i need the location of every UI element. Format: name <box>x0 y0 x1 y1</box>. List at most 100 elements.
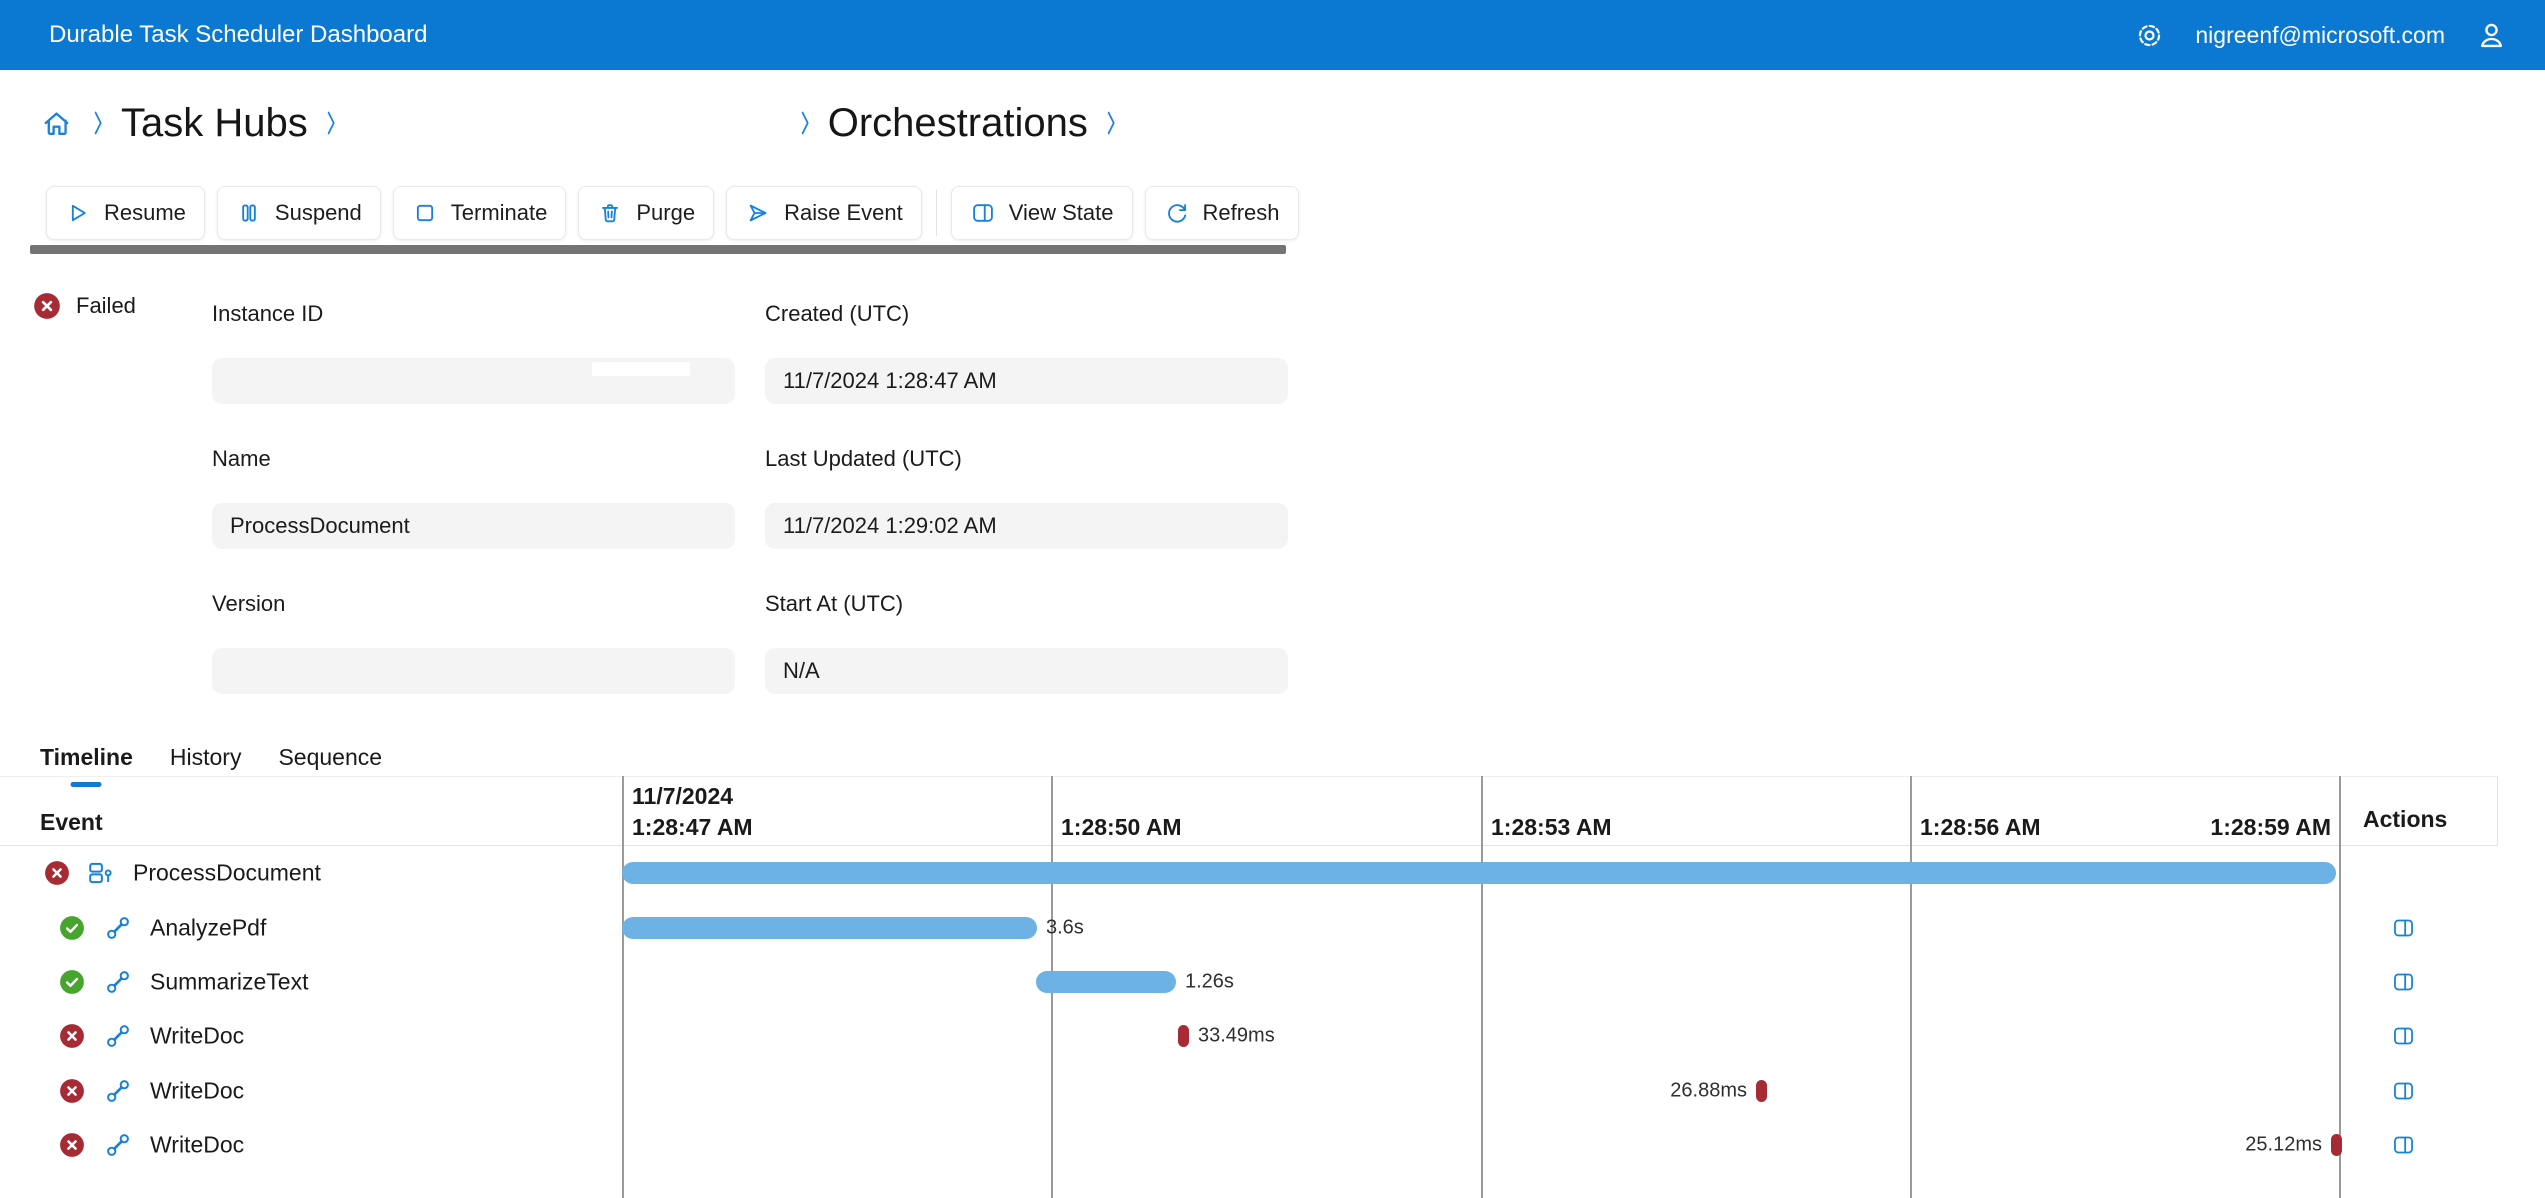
view-state-action-icon[interactable] <box>2391 915 2416 940</box>
timeline-row-writedoc: WriteDoc 26.88ms <box>0 1064 2545 1118</box>
field-start-at-utc-: Start At (UTC) N/A <box>765 590 1288 694</box>
duration-bar[interactable] <box>622 862 2336 885</box>
field-value-box <box>212 358 735 404</box>
resume-button[interactable]: Resume <box>46 186 205 240</box>
activity-link-icon <box>104 1131 132 1159</box>
send-icon <box>745 200 771 226</box>
view-tabs: Timeline History Sequence <box>40 744 382 787</box>
play-icon <box>65 200 91 226</box>
completed-status-icon <box>59 915 85 941</box>
field-value: N/A <box>783 658 820 683</box>
purge-button[interactable]: Purge <box>578 186 715 240</box>
failed-status-icon <box>59 1078 85 1104</box>
failed-status-icon <box>44 860 70 886</box>
duration-bar[interactable] <box>2331 1134 2342 1157</box>
timeline-row-summarizetext: SummarizeText 1.26s <box>0 955 2545 1009</box>
field-label: Name <box>212 446 271 471</box>
view-state-button[interactable]: View State <box>950 186 1133 240</box>
timeline-rows: ProcessDocument AnalyzePdf 3.6s SummarizeTe… <box>0 846 2545 1198</box>
field-created-utc-: Created (UTC) 11/7/2024 1:28:47 AM <box>765 300 1288 404</box>
event-name: ProcessDocument <box>133 859 321 886</box>
axis-tick: 1:28:53 AM <box>1491 814 1612 840</box>
duration-bar[interactable] <box>1178 1025 1189 1048</box>
duration-bar[interactable] <box>622 916 1037 939</box>
activity-link-icon <box>104 1077 132 1105</box>
chevron-right-icon <box>87 106 109 140</box>
split-view-icon[interactable] <box>2391 1133 2416 1158</box>
view-state-action-icon[interactable] <box>2391 1024 2416 1049</box>
activity-link-icon <box>104 968 132 996</box>
field-value: 11/7/2024 1:29:02 AM <box>783 513 997 538</box>
failed-status-icon <box>59 1023 85 1049</box>
tab-sequence[interactable]: Sequence <box>278 744 383 770</box>
split-view-icon[interactable] <box>2391 1078 2416 1103</box>
field-value: ProcessDocument <box>230 513 410 538</box>
field-label: Instance ID <box>212 301 324 326</box>
time-gridline <box>2339 776 2341 1198</box>
button-label: View State <box>1008 200 1114 225</box>
actions-column-header: Actions <box>2363 806 2448 832</box>
duration-bar[interactable] <box>1036 970 1176 993</box>
axis-tick: 1:28:50 AM <box>1061 814 1182 840</box>
duration-label: 25.12ms <box>2245 1133 2322 1156</box>
field-label: Version <box>212 591 286 616</box>
split-view-icon[interactable] <box>2391 969 2416 994</box>
field-label: Last Updated (UTC) <box>765 446 962 471</box>
button-label: Raise Event <box>784 200 903 225</box>
event-name: AnalyzePdf <box>150 914 267 941</box>
time-gridline <box>622 776 624 1198</box>
view-state-action-icon[interactable] <box>2391 969 2416 994</box>
breadcrumb-task-hubs[interactable]: Task Hubs <box>121 100 308 145</box>
timeline-row-writedoc: WriteDoc 25.12ms <box>0 1118 2545 1172</box>
settings-gear-icon[interactable] <box>2134 20 2165 51</box>
table-right-border <box>2497 776 2498 846</box>
chevron-right-icon <box>794 106 816 140</box>
event-name: WriteDoc <box>150 1131 245 1158</box>
orchestration-fields: Instance ID Created (UTC) 11/7/2024 1:28:4… <box>212 300 1288 694</box>
terminate-button[interactable]: Terminate <box>392 186 567 240</box>
breadcrumb: Task Hubs Orchestrations <box>40 94 1122 152</box>
orchestration-icon <box>86 859 114 887</box>
field-value-box: 11/7/2024 1:28:47 AM <box>765 358 1288 404</box>
refresh-icon <box>1164 200 1190 226</box>
orchestration-toolbar: Resume Suspend Terminate Purge Raise Event Vi… <box>46 186 1299 240</box>
timeline-row-writedoc: WriteDoc 33.49ms <box>0 1009 2545 1063</box>
button-label: Terminate <box>450 200 548 225</box>
raise-event-button[interactable]: Raise Event <box>726 186 922 240</box>
time-gridline <box>1910 776 1912 1198</box>
redaction-strip <box>592 362 690 376</box>
event-name: WriteDoc <box>150 1022 245 1049</box>
chevron-right-icon <box>1100 106 1122 140</box>
toolbar-divider <box>30 245 1286 254</box>
axis-tick: 11/7/2024 1:28:47 AM <box>632 781 753 843</box>
split-view-icon <box>970 200 996 226</box>
timeline-row-processdocument: ProcessDocument <box>0 846 2545 900</box>
duration-label: 26.88ms <box>1670 1079 1747 1102</box>
view-state-action-icon[interactable] <box>2391 1133 2416 1158</box>
timeline-row-analyzepdf: AnalyzePdf 3.6s <box>0 900 2545 954</box>
breadcrumb-orchestrations[interactable]: Orchestrations <box>827 100 1088 145</box>
split-view-icon[interactable] <box>2391 1024 2416 1049</box>
field-name: Name ProcessDocument <box>212 445 735 549</box>
user-email: nigreenf@microsoft.com <box>2195 21 2445 48</box>
axis-tick-time: 1:28:47 AM <box>632 814 753 840</box>
tab-timeline[interactable]: Timeline <box>40 744 133 787</box>
axis-tick: 1:28:56 AM <box>1920 814 2041 840</box>
refresh-button[interactable]: Refresh <box>1144 186 1299 240</box>
stop-icon <box>412 200 438 226</box>
event-name: SummarizeText <box>150 968 309 995</box>
button-label: Refresh <box>1202 200 1280 225</box>
pause-icon <box>236 200 262 226</box>
toolbar-separator <box>935 190 937 236</box>
tab-history[interactable]: History <box>169 744 242 770</box>
duration-bar[interactable] <box>1756 1079 1767 1102</box>
suspend-button[interactable]: Suspend <box>216 186 381 240</box>
home-icon[interactable] <box>40 107 73 140</box>
view-state-action-icon[interactable] <box>2391 1078 2416 1103</box>
chevron-right-icon <box>320 106 342 140</box>
split-view-icon[interactable] <box>2391 915 2416 940</box>
user-account-icon[interactable] <box>2475 19 2508 52</box>
axis-tick: 1:28:59 AM <box>2210 814 2331 840</box>
event-name: WriteDoc <box>150 1077 245 1104</box>
